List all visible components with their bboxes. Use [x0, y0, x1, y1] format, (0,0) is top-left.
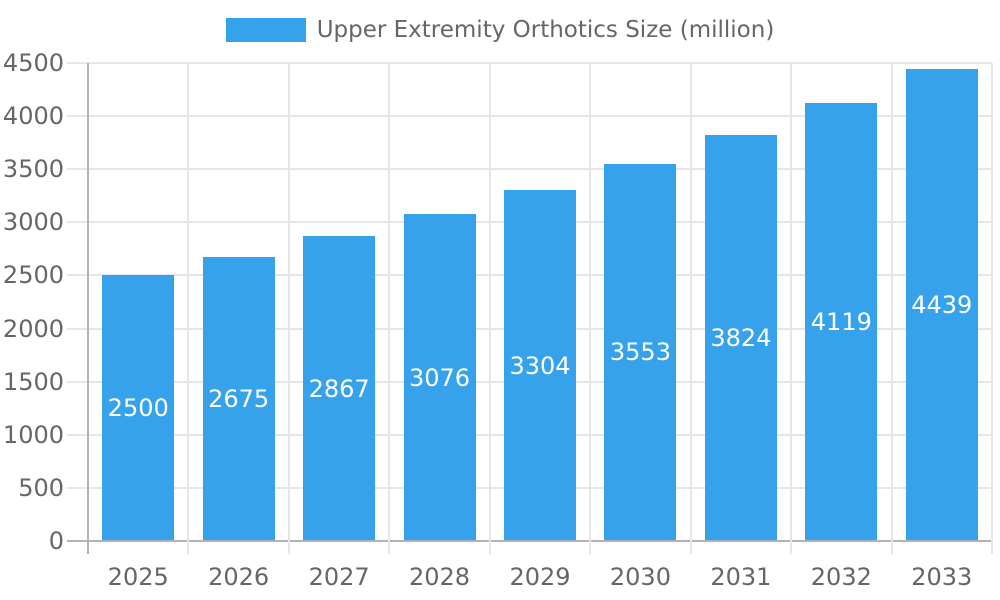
x-axis-line — [67, 540, 992, 542]
x-axis-tick-label: 2031 — [710, 563, 772, 591]
bar-2027[interactable] — [303, 236, 375, 540]
y-axis-tick-label: 0 — [48, 527, 64, 555]
gridline-horizontal — [67, 62, 992, 64]
gridline-vertical — [991, 63, 993, 554]
bar-value-label: 3076 — [409, 363, 471, 392]
gridline-horizontal — [67, 168, 992, 171]
x-axis-tick-label: 2032 — [810, 563, 872, 591]
y-axis-line — [87, 63, 89, 554]
legend-swatch — [225, 18, 306, 42]
gridline-vertical — [890, 63, 893, 554]
y-axis-tick-label: 3000 — [2, 208, 64, 237]
x-axis-tick-label: 2026 — [208, 563, 270, 591]
bar-2025[interactable] — [102, 275, 174, 540]
x-axis-tick-label: 2027 — [308, 563, 370, 591]
y-axis-tick-label: 1000 — [2, 420, 64, 449]
legend-label: Upper Extremity Orthotics Size (million) — [316, 17, 775, 43]
bar-2029[interactable] — [504, 190, 576, 540]
y-axis-tick-label: 3500 — [2, 155, 64, 184]
bar-2026[interactable] — [203, 256, 275, 540]
y-axis-tick-label: 500 — [18, 473, 64, 502]
x-axis-tick-label: 2025 — [107, 563, 169, 591]
y-axis-tick-label: 2500 — [2, 261, 64, 290]
gridline-vertical — [488, 63, 491, 554]
gridline-vertical — [790, 63, 793, 554]
bar-2030[interactable] — [604, 163, 676, 540]
bar-value-label: 4119 — [810, 308, 872, 337]
y-axis-tick-label: 4500 — [2, 49, 64, 77]
x-axis-tick-label: 2029 — [509, 563, 571, 591]
x-axis-tick-label: 2028 — [409, 563, 471, 591]
y-axis-tick-label: 4000 — [2, 102, 64, 131]
gridline-vertical — [187, 63, 190, 554]
x-axis-tick-label: 2030 — [609, 563, 671, 591]
y-axis-tick-label: 1500 — [2, 367, 64, 396]
bar-2028[interactable] — [404, 214, 476, 540]
bar-value-label: 3553 — [609, 338, 671, 367]
gridline-vertical — [388, 63, 391, 554]
bar-value-label: 2675 — [208, 384, 270, 413]
x-axis-tick-label: 2033 — [911, 563, 973, 591]
bar-value-label: 3304 — [509, 351, 571, 380]
bar-2032[interactable] — [805, 103, 877, 540]
bar-value-label: 3824 — [710, 323, 772, 352]
bar-value-label: 2867 — [308, 374, 370, 403]
bar-value-label: 2500 — [107, 394, 169, 423]
gridline-vertical — [287, 63, 290, 554]
bar-2033[interactable] — [906, 69, 978, 540]
y-axis-tick-label: 2000 — [2, 314, 64, 343]
bar-2031[interactable] — [705, 134, 777, 540]
gridline-horizontal — [67, 115, 992, 118]
bar-value-label: 4439 — [911, 291, 973, 320]
gridline-vertical — [689, 63, 692, 554]
chart-legend[interactable]: Upper Extremity Orthotics Size (million) — [0, 17, 1000, 43]
gridline-vertical — [589, 63, 592, 554]
